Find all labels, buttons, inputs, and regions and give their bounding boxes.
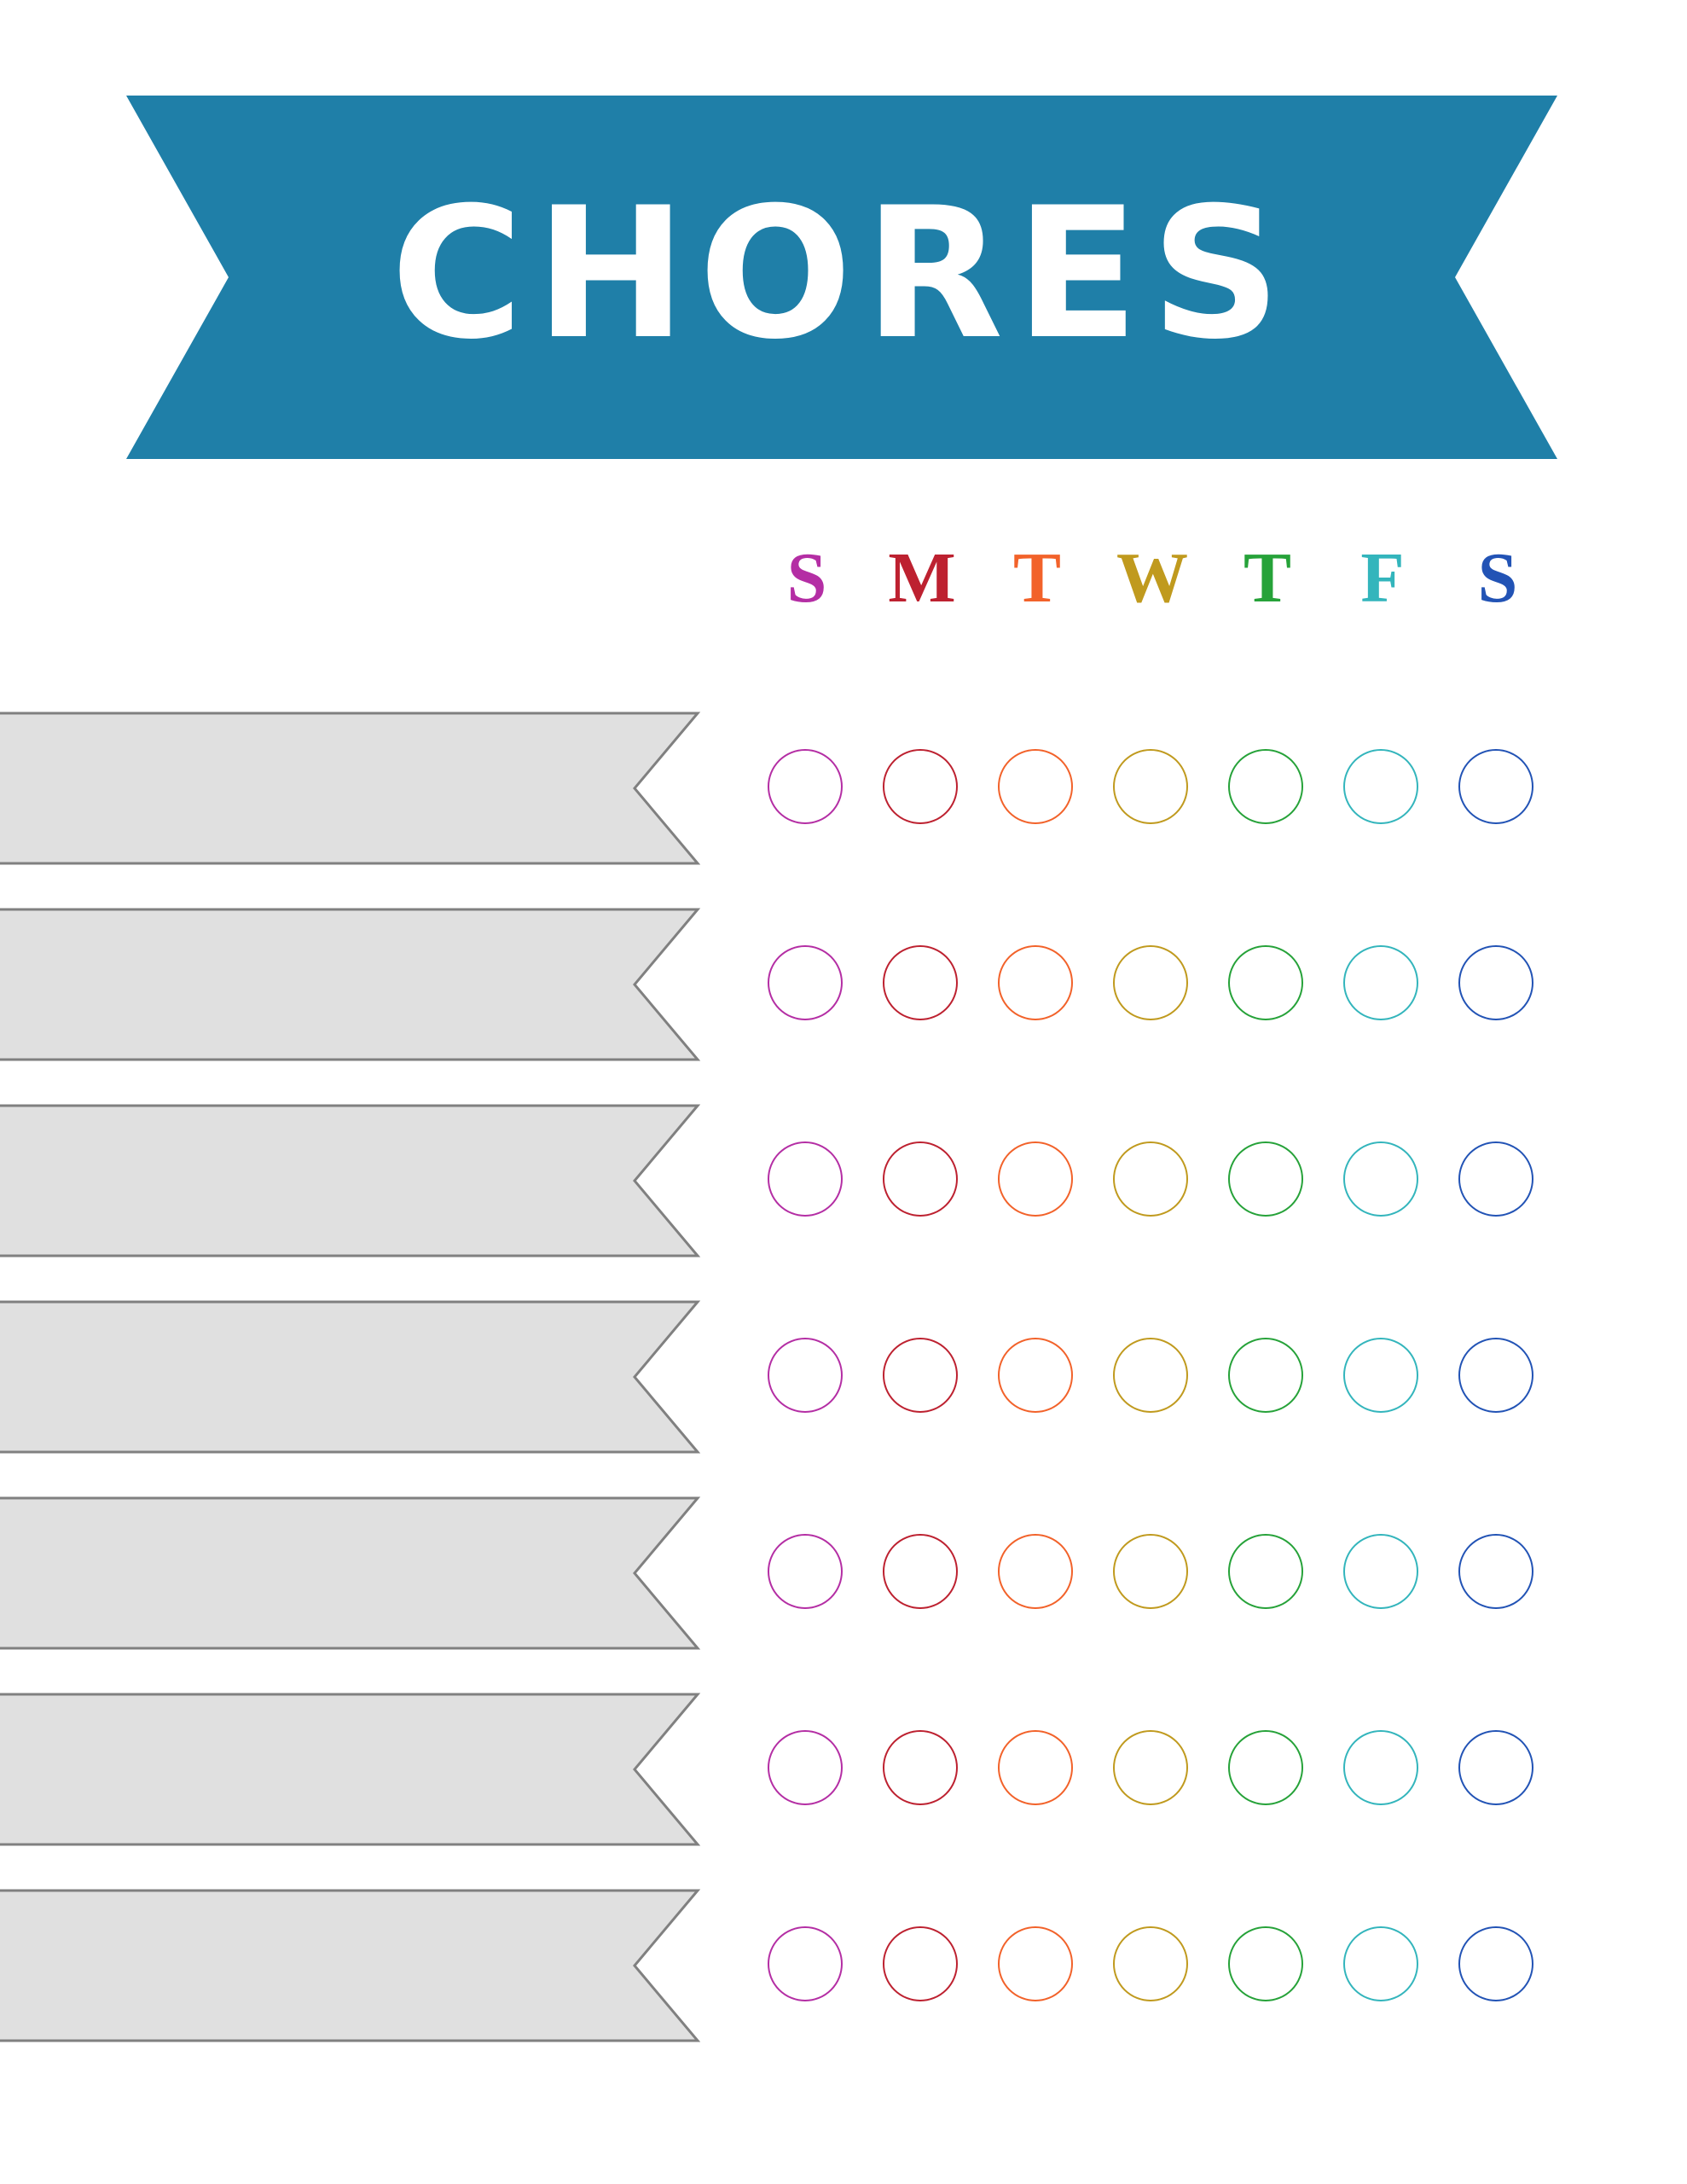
chore-name-field[interactable] bbox=[34, 1300, 614, 1454]
day-checkbox-tuesday[interactable] bbox=[998, 1534, 1073, 1609]
chore-row bbox=[0, 1496, 1687, 1650]
day-checkbox-group bbox=[768, 1300, 1629, 1454]
chore-row bbox=[0, 1693, 1687, 1846]
day-header-letter-saturday: S bbox=[1477, 538, 1518, 618]
ribbon-shape bbox=[0, 1496, 701, 1650]
ribbon-shape bbox=[0, 1104, 701, 1258]
day-checkbox-wednesday[interactable] bbox=[1113, 1534, 1188, 1609]
day-checkbox-monday[interactable] bbox=[883, 1141, 958, 1217]
day-checkbox-group bbox=[768, 712, 1629, 865]
day-checkbox-wednesday[interactable] bbox=[1113, 749, 1188, 824]
chore-name-ribbon[interactable] bbox=[0, 1104, 701, 1258]
day-checkbox-thursday[interactable] bbox=[1228, 1534, 1303, 1609]
chore-row bbox=[0, 712, 1687, 865]
chore-name-field[interactable] bbox=[34, 712, 614, 865]
day-checkbox-wednesday[interactable] bbox=[1113, 1730, 1188, 1805]
chore-name-ribbon[interactable] bbox=[0, 1889, 701, 2042]
day-checkbox-monday[interactable] bbox=[883, 749, 958, 824]
day-header-letter-wednesday: W bbox=[1116, 538, 1188, 618]
day-header-letter-sunday: S bbox=[786, 538, 827, 618]
day-checkbox-saturday[interactable] bbox=[1458, 1141, 1533, 1217]
day-checkbox-group bbox=[768, 1104, 1629, 1258]
chore-name-field[interactable] bbox=[34, 1889, 614, 2042]
chore-row bbox=[0, 908, 1687, 1061]
banner-ribbon-shape bbox=[126, 96, 1557, 459]
chore-name-field[interactable] bbox=[34, 1104, 614, 1258]
day-checkbox-wednesday[interactable] bbox=[1113, 1926, 1188, 2001]
day-checkbox-friday[interactable] bbox=[1343, 1534, 1418, 1609]
day-checkbox-sunday[interactable] bbox=[768, 1141, 843, 1217]
chores-banner: CHORES bbox=[126, 96, 1557, 459]
day-checkbox-monday[interactable] bbox=[883, 1730, 958, 1805]
day-header-letter-monday: M bbox=[888, 538, 956, 618]
chore-row bbox=[0, 1300, 1687, 1454]
day-checkbox-tuesday[interactable] bbox=[998, 945, 1073, 1020]
day-checkbox-saturday[interactable] bbox=[1458, 945, 1533, 1020]
day-checkbox-tuesday[interactable] bbox=[998, 1926, 1073, 2001]
page-title: CHORES bbox=[391, 168, 1293, 379]
ribbon-shape bbox=[0, 1889, 701, 2042]
day-header-letter-thursday: T bbox=[1243, 538, 1292, 618]
day-checkbox-saturday[interactable] bbox=[1458, 1338, 1533, 1413]
chore-name-ribbon[interactable] bbox=[0, 908, 701, 1061]
day-checkbox-saturday[interactable] bbox=[1458, 1926, 1533, 2001]
day-checkbox-friday[interactable] bbox=[1343, 1338, 1418, 1413]
chore-name-ribbon[interactable] bbox=[0, 1300, 701, 1454]
day-checkbox-sunday[interactable] bbox=[768, 1534, 843, 1609]
day-checkbox-friday[interactable] bbox=[1343, 1730, 1418, 1805]
day-checkbox-tuesday[interactable] bbox=[998, 1730, 1073, 1805]
chore-name-ribbon[interactable] bbox=[0, 712, 701, 865]
day-checkbox-thursday[interactable] bbox=[1228, 1141, 1303, 1217]
day-checkbox-monday[interactable] bbox=[883, 1926, 958, 2001]
day-checkbox-group bbox=[768, 1889, 1629, 2042]
day-checkbox-thursday[interactable] bbox=[1228, 945, 1303, 1020]
day-checkbox-monday[interactable] bbox=[883, 1338, 958, 1413]
day-checkbox-friday[interactable] bbox=[1343, 1926, 1418, 2001]
day-checkbox-thursday[interactable] bbox=[1228, 1926, 1303, 2001]
day-checkbox-saturday[interactable] bbox=[1458, 1534, 1533, 1609]
chore-name-field[interactable] bbox=[34, 1496, 614, 1650]
day-checkbox-sunday[interactable] bbox=[768, 1338, 843, 1413]
day-checkbox-thursday[interactable] bbox=[1228, 1730, 1303, 1805]
ribbon-shape bbox=[0, 1300, 701, 1454]
day-checkbox-sunday[interactable] bbox=[768, 1926, 843, 2001]
day-checkbox-tuesday[interactable] bbox=[998, 749, 1073, 824]
chore-row bbox=[0, 1889, 1687, 2042]
day-checkbox-group bbox=[768, 908, 1629, 1061]
day-checkbox-wednesday[interactable] bbox=[1113, 1338, 1188, 1413]
day-checkbox-group bbox=[768, 1496, 1629, 1650]
day-checkbox-friday[interactable] bbox=[1343, 945, 1418, 1020]
chore-name-ribbon[interactable] bbox=[0, 1496, 701, 1650]
day-checkbox-thursday[interactable] bbox=[1228, 749, 1303, 824]
day-checkbox-saturday[interactable] bbox=[1458, 749, 1533, 824]
day-checkbox-wednesday[interactable] bbox=[1113, 945, 1188, 1020]
ribbon-shape bbox=[0, 712, 701, 865]
day-header-letter-friday: F bbox=[1360, 538, 1405, 618]
day-checkbox-wednesday[interactable] bbox=[1113, 1141, 1188, 1217]
day-checkbox-sunday[interactable] bbox=[768, 945, 843, 1020]
day-checkbox-sunday[interactable] bbox=[768, 749, 843, 824]
day-checkbox-monday[interactable] bbox=[883, 945, 958, 1020]
day-checkbox-monday[interactable] bbox=[883, 1534, 958, 1609]
chore-name-field[interactable] bbox=[34, 908, 614, 1061]
chore-name-ribbon[interactable] bbox=[0, 1693, 701, 1846]
day-checkbox-thursday[interactable] bbox=[1228, 1338, 1303, 1413]
ribbon-shape bbox=[0, 1693, 701, 1846]
chore-name-field[interactable] bbox=[34, 1693, 614, 1846]
ribbon-shape bbox=[0, 908, 701, 1061]
day-checkbox-sunday[interactable] bbox=[768, 1730, 843, 1805]
chore-row bbox=[0, 1104, 1687, 1258]
day-header-letter-tuesday: T bbox=[1012, 538, 1062, 618]
day-checkbox-tuesday[interactable] bbox=[998, 1338, 1073, 1413]
day-checkbox-saturday[interactable] bbox=[1458, 1730, 1533, 1805]
day-checkbox-friday[interactable] bbox=[1343, 1141, 1418, 1217]
day-checkbox-group bbox=[768, 1693, 1629, 1846]
day-checkbox-friday[interactable] bbox=[1343, 749, 1418, 824]
day-checkbox-tuesday[interactable] bbox=[998, 1141, 1073, 1217]
